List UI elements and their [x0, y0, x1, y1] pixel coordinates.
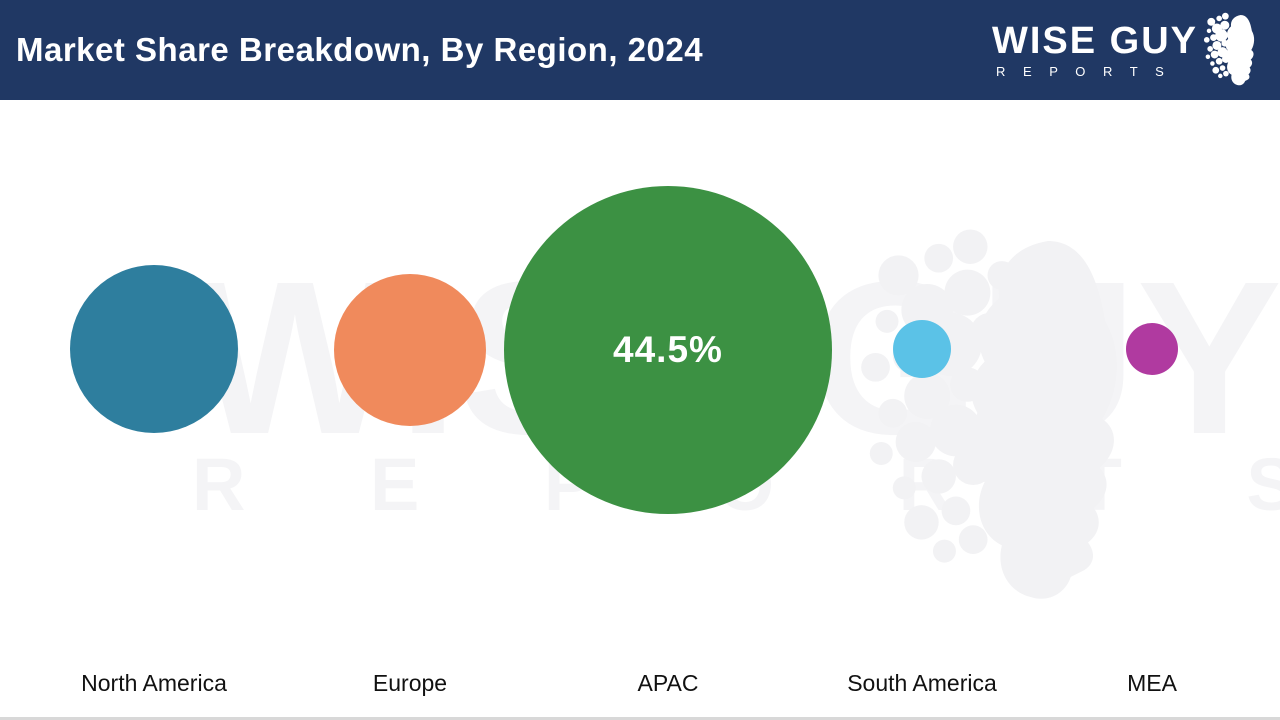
category-label-mea: MEA — [1127, 670, 1177, 696]
chart-canvas: WISE GUY R E P O R T S 44.5% North Ame — [0, 100, 1280, 720]
bubble-mea[interactable] — [1126, 323, 1178, 375]
logo-text: WISE GUY R E P O R T S — [992, 22, 1198, 79]
logo-wordmark: WISE GUY — [991, 19, 1198, 62]
data-label-apac: 44.5% — [613, 329, 723, 370]
bottom-divider — [0, 717, 1280, 720]
category-label-row: North America Europe APAC South America MEA — [0, 100, 1280, 720]
category-label-apac: APAC — [637, 670, 699, 696]
header-banner: Market Share Breakdown, By Region, 2024 … — [0, 0, 1280, 100]
logo-head-icon — [1203, 12, 1255, 86]
bubble-apac[interactable]: 44.5% — [504, 186, 832, 514]
bubble-europe[interactable] — [334, 274, 486, 426]
category-label-europe: Europe — [372, 670, 448, 696]
page-title: Market Share Breakdown, By Region, 2024 — [16, 31, 704, 68]
category-label-south-america: South America — [847, 670, 997, 696]
category-label-north-america: North America — [81, 670, 227, 696]
wise-guy-logo: WISE GUY R E P O R T S — [992, 8, 1262, 92]
bubble-north-america[interactable] — [70, 265, 238, 433]
logo-subtitle: R E P O R T S — [995, 63, 1171, 79]
bubble-layer: 44.5% — [0, 100, 1280, 720]
